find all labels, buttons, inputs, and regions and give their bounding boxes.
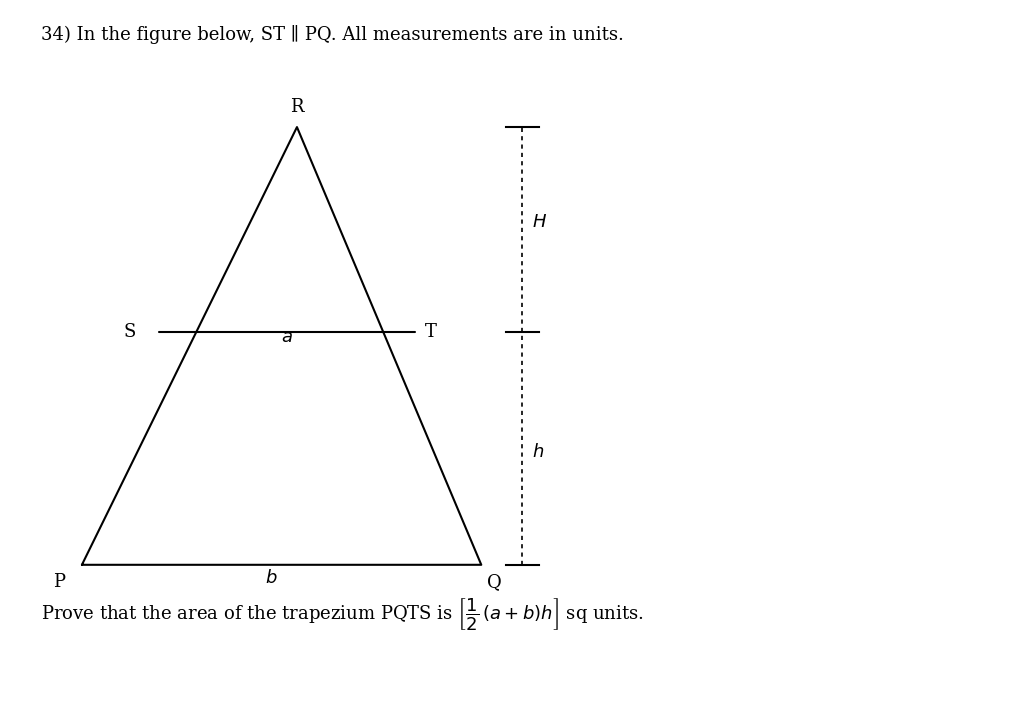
Text: P: P — [53, 573, 66, 592]
Text: 34) In the figure below, ST ∥ PQ. All measurements are in units.: 34) In the figure below, ST ∥ PQ. All me… — [41, 25, 624, 44]
Text: Q: Q — [487, 573, 502, 592]
Text: $h$: $h$ — [532, 443, 545, 461]
Text: R: R — [290, 98, 304, 116]
Text: T: T — [425, 323, 437, 341]
Text: $H$: $H$ — [532, 213, 548, 232]
Text: $a$: $a$ — [281, 328, 293, 347]
Text: Prove that the area of the trapezium PQTS is $\left[\dfrac{1}{2}\,(a + b)h\right: Prove that the area of the trapezium PQT… — [41, 597, 644, 632]
Text: $b$: $b$ — [265, 568, 278, 587]
Text: S: S — [124, 323, 136, 341]
